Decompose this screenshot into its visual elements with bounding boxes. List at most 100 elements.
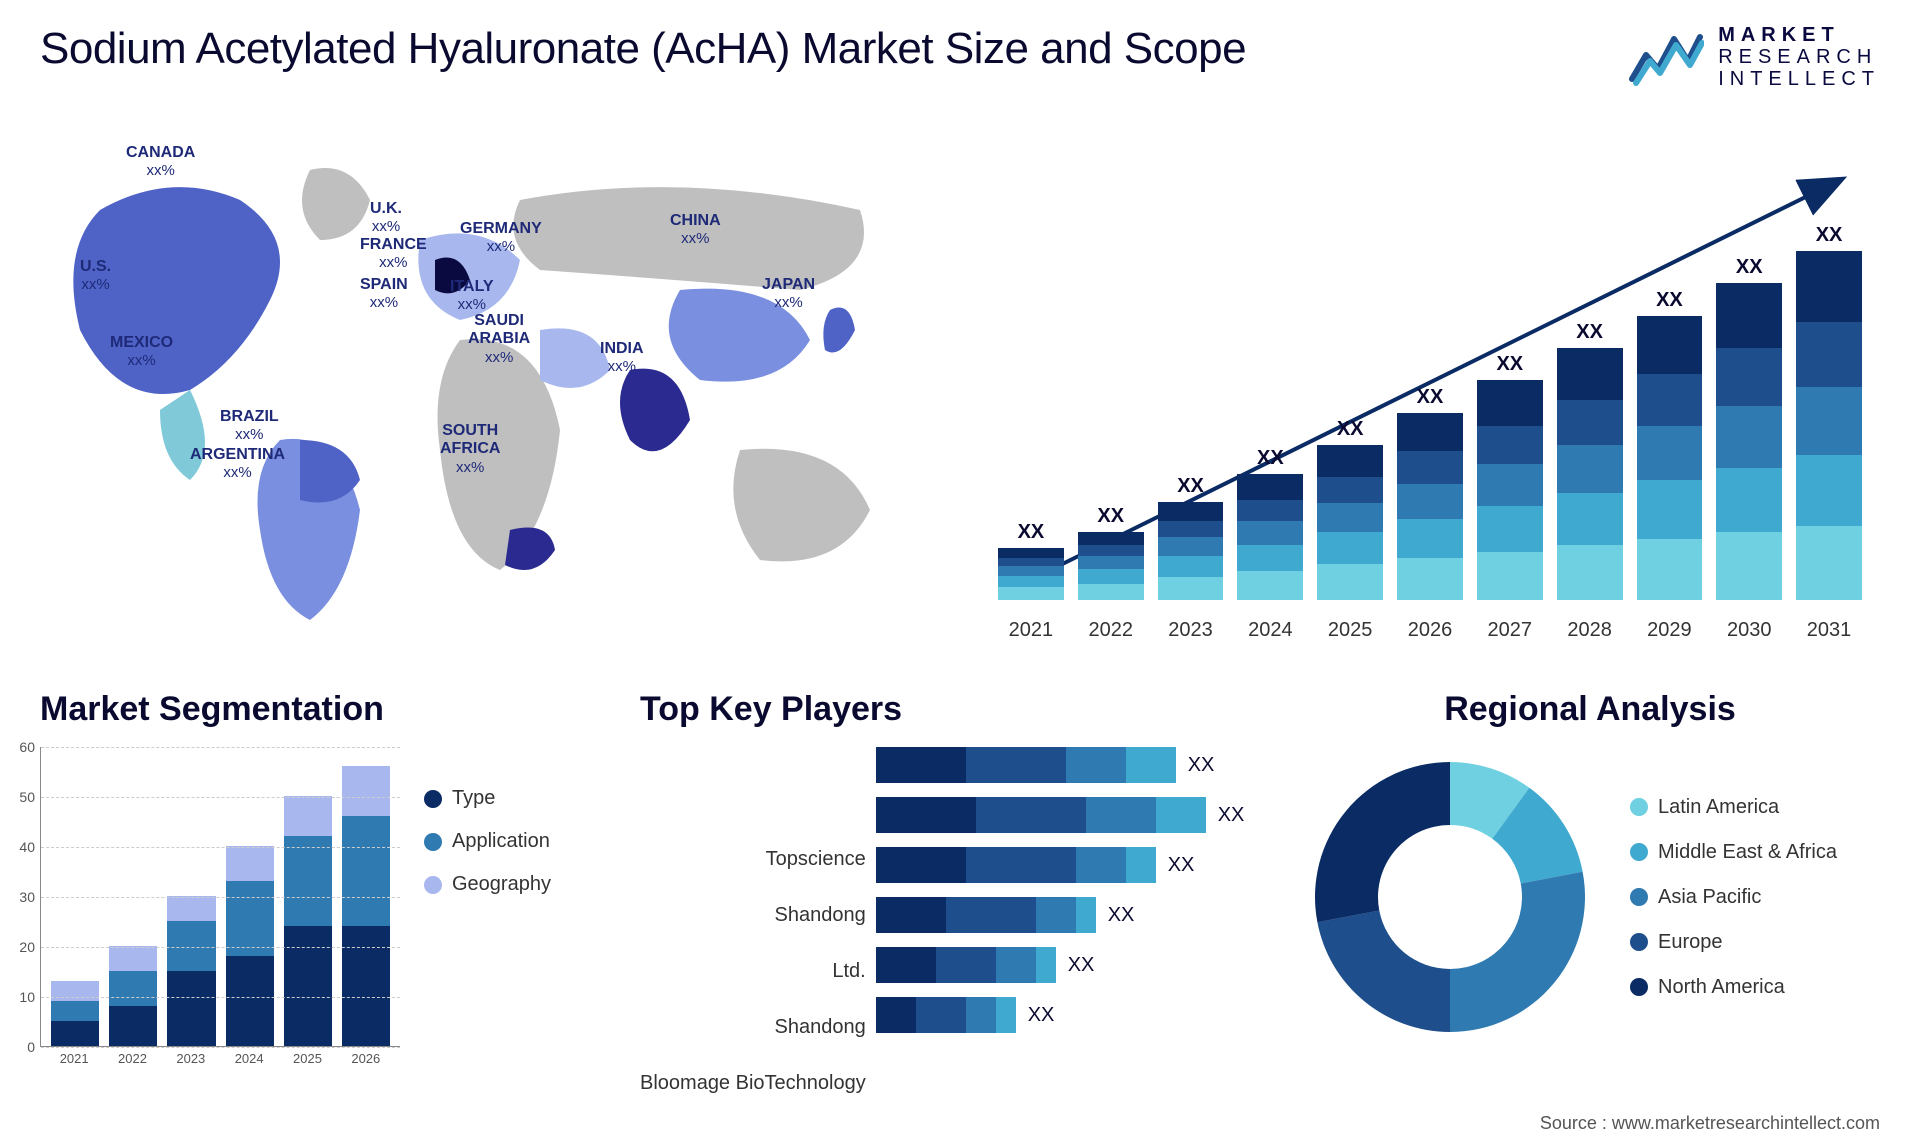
growth-bar-2028: XX xyxy=(1557,321,1623,600)
growth-bar-2031: XX xyxy=(1796,224,1862,600)
growth-year-label: 2031 xyxy=(1796,619,1862,642)
growth-bar-label: XX xyxy=(1177,475,1204,498)
player-value: XX xyxy=(1168,854,1195,877)
regional-chart: Latin America Middle East & Africa Asia Pa… xyxy=(1300,747,1880,1047)
seg-bar-2021 xyxy=(51,981,99,1046)
growth-bar-2029: XX xyxy=(1637,289,1703,600)
donut-slice-europe xyxy=(1317,910,1450,1032)
map-label-argentina: ARGENTINAxx% xyxy=(190,446,285,482)
map-label-mexico: MEXICOxx% xyxy=(110,334,173,370)
growth-bar-label: XX xyxy=(1576,321,1603,344)
donut-chart xyxy=(1300,747,1600,1047)
player-value: XX xyxy=(1068,954,1095,977)
growth-year-label: 2022 xyxy=(1078,619,1144,642)
player-row: XX xyxy=(876,997,1260,1033)
logo-icon xyxy=(1628,25,1704,89)
seg-legend-geography: Geography xyxy=(424,873,551,896)
growth-year-label: 2029 xyxy=(1637,619,1703,642)
player-name: Shandong xyxy=(640,897,866,933)
map-label-canada: CANADAxx% xyxy=(126,144,195,180)
segmentation-title: Market Segmentation xyxy=(40,690,600,729)
regional-title: Regional Analysis xyxy=(1300,690,1880,729)
seg-year-label: 2025 xyxy=(283,1051,331,1066)
growth-bar-label: XX xyxy=(1337,418,1364,441)
growth-year-label: 2030 xyxy=(1716,619,1782,642)
page-title: Sodium Acetylated Hyaluronate (AcHA) Mar… xyxy=(40,24,1246,74)
player-value: XX xyxy=(1028,1004,1055,1027)
seg-year-label: 2024 xyxy=(225,1051,273,1066)
logo-line-3: INTELLECT xyxy=(1718,68,1880,90)
player-name: Ltd. xyxy=(640,953,866,989)
seg-ytick: 30 xyxy=(19,889,41,905)
seg-legend-type: Type xyxy=(424,787,551,810)
seg-year-label: 2023 xyxy=(167,1051,215,1066)
map-label-germany: GERMANYxx% xyxy=(460,220,542,256)
player-row: XX xyxy=(876,747,1260,783)
logo-line-2: RESEARCH xyxy=(1718,46,1880,68)
source-footer: Source : www.marketresearchintellect.com xyxy=(1540,1113,1880,1134)
seg-bar-2024 xyxy=(226,846,274,1046)
player-value: XX xyxy=(1218,804,1245,827)
player-row: XX xyxy=(876,947,1260,983)
player-name: Bloomage BioTechnology xyxy=(640,1065,866,1101)
growth-bar-label: XX xyxy=(1496,353,1523,376)
growth-bar-label: XX xyxy=(1417,386,1444,409)
region-legend-north-america: North America xyxy=(1630,976,1837,999)
player-row: XX xyxy=(876,797,1260,833)
seg-ytick: 0 xyxy=(27,1039,41,1055)
seg-ytick: 10 xyxy=(19,989,41,1005)
seg-bar-2023 xyxy=(167,896,215,1046)
donut-slice-asia-pacific xyxy=(1450,872,1585,1032)
player-value: XX xyxy=(1188,754,1215,777)
growth-year-label: 2024 xyxy=(1237,619,1303,642)
growth-bar-2023: XX xyxy=(1158,475,1224,601)
growth-bar-2021: XX xyxy=(998,521,1064,600)
map-label-brazil: BRAZILxx% xyxy=(220,408,279,444)
players-chart: TopscienceShandongLtd.ShandongBloomage B… xyxy=(640,747,1260,1101)
map-label-japan: JAPANxx% xyxy=(762,276,815,312)
growth-bar-2030: XX xyxy=(1716,256,1782,600)
map-label-u-s-: U.S.xx% xyxy=(80,258,111,294)
growth-bar-2022: XX xyxy=(1078,505,1144,600)
player-value: XX xyxy=(1108,904,1135,927)
growth-bar-2027: XX xyxy=(1477,353,1543,600)
growth-bar-2024: XX xyxy=(1237,447,1303,600)
growth-bar-label: XX xyxy=(1736,256,1763,279)
seg-ytick: 40 xyxy=(19,839,41,855)
map-label-u-k-: U.K.xx% xyxy=(370,200,402,236)
players-title: Top Key Players xyxy=(640,690,1260,729)
seg-year-label: 2021 xyxy=(50,1051,98,1066)
growth-year-label: 2027 xyxy=(1477,619,1543,642)
market-growth-chart: XXXXXXXXXXXXXXXXXXXXXX 20212022202320242… xyxy=(990,150,1870,650)
seg-bar-2026 xyxy=(342,766,390,1046)
growth-bar-label: XX xyxy=(1257,447,1284,470)
growth-bar-2026: XX xyxy=(1397,386,1463,600)
map-label-india: INDIAxx% xyxy=(600,340,644,376)
growth-year-label: 2028 xyxy=(1557,619,1623,642)
seg-ytick: 60 xyxy=(19,739,41,755)
player-name: Shandong xyxy=(640,1009,866,1045)
region-legend-europe: Europe xyxy=(1630,931,1837,954)
growth-bar-label: XX xyxy=(1816,224,1843,247)
seg-legend-application: Application xyxy=(424,830,551,853)
map-label-china: CHINAxx% xyxy=(670,212,721,248)
player-row: XX xyxy=(876,897,1260,933)
seg-year-label: 2026 xyxy=(342,1051,390,1066)
growth-year-label: 2026 xyxy=(1397,619,1463,642)
growth-bar-label: XX xyxy=(1018,521,1045,544)
growth-bar-label: XX xyxy=(1656,289,1683,312)
seg-ytick: 20 xyxy=(19,939,41,955)
region-legend-latin-america: Latin America xyxy=(1630,796,1837,819)
region-legend-asia-pacific: Asia Pacific xyxy=(1630,886,1837,909)
seg-ytick: 50 xyxy=(19,789,41,805)
brand-logo: MARKET RESEARCH INTELLECT xyxy=(1628,24,1880,90)
player-row: XX xyxy=(876,847,1260,883)
region-legend-middle-east-africa: Middle East & Africa xyxy=(1630,841,1837,864)
donut-slice-north-america xyxy=(1315,762,1450,922)
map-label-saudi-arabia: SAUDIARABIAxx% xyxy=(468,312,530,366)
map-label-france: FRANCExx% xyxy=(360,236,427,272)
world-map: CANADAxx%U.S.xx%MEXICOxx%BRAZILxx%ARGENT… xyxy=(40,150,920,650)
growth-year-label: 2025 xyxy=(1317,619,1383,642)
segmentation-chart: 0102030405060 202120222023202420252026 T… xyxy=(40,747,600,1067)
map-label-south-africa: SOUTHAFRICAxx% xyxy=(440,422,500,476)
